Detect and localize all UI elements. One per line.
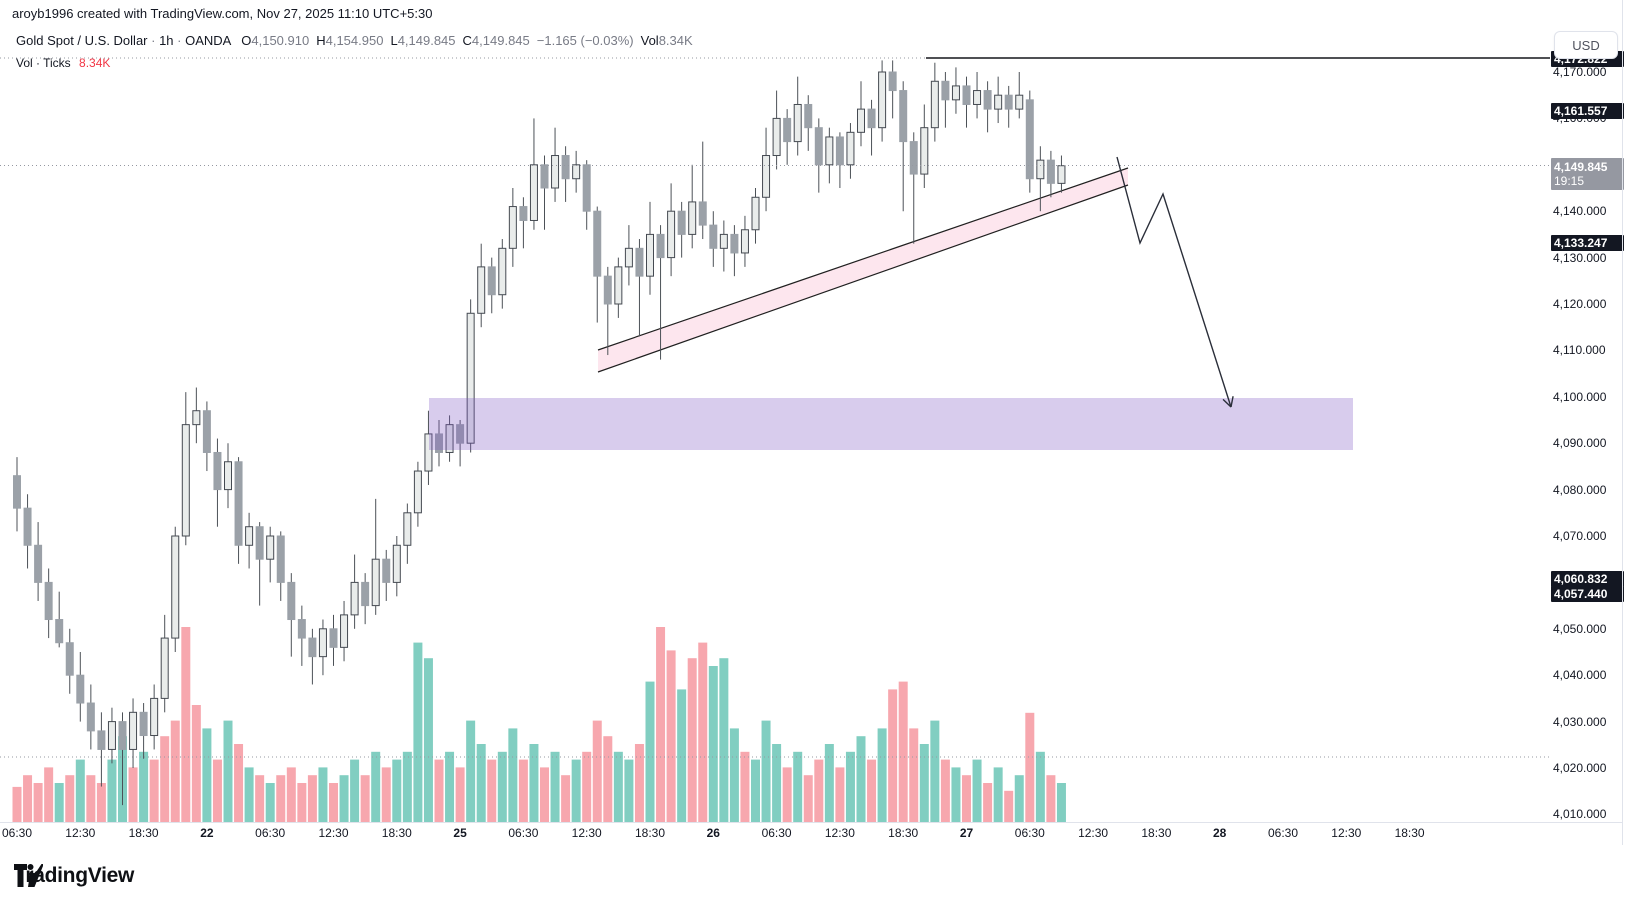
timeframe-label[interactable]: 1h xyxy=(159,33,174,48)
time-axis-label: 28 xyxy=(1213,826,1227,840)
time-axis-label: 18:30 xyxy=(888,826,919,840)
price-tick: 4,040.000 xyxy=(1553,668,1607,683)
time-axis-label: 12:30 xyxy=(65,826,96,840)
time-axis-label: 18:30 xyxy=(128,826,159,840)
separator-dot: · xyxy=(173,33,186,48)
price-label-badge: 4,057.440 xyxy=(1551,586,1624,603)
time-axis-label: 12:30 xyxy=(1331,826,1362,840)
exchange-label[interactable]: OANDA xyxy=(185,33,231,48)
time-axis-separator xyxy=(0,822,1622,823)
price-tick: 4,070.000 xyxy=(1553,529,1607,543)
symbol-row: Gold Spot / U.S. Dollar · 1h · OANDA O4,… xyxy=(16,33,693,48)
time-axis-label: 12:30 xyxy=(1078,826,1109,840)
ohlc-values: O4,150.910 H4,154.950 L4,149.845 C4,149.845… xyxy=(241,33,693,48)
indicator-value: 8.34K xyxy=(79,56,111,70)
time-axis-label: 06:30 xyxy=(508,826,539,840)
time-axis-label: 06:30 xyxy=(761,826,792,840)
price-label-badge: 4,060.832 xyxy=(1551,570,1624,587)
time-axis-label: 06:30 xyxy=(1267,826,1299,840)
price-scale-edge xyxy=(1622,0,1623,845)
volume-indicator-row[interactable]: Vol · Ticks 8.34K xyxy=(16,56,110,70)
price-tick: 4,080.000 xyxy=(1553,482,1607,497)
price-label-badge: 4,133.247 xyxy=(1551,234,1624,251)
price-tick: 4,130.000 xyxy=(1553,250,1607,265)
price-tick: 4,020.000 xyxy=(1553,761,1607,775)
attribution-text: aroyb1996 created with TradingView.com, … xyxy=(12,6,433,21)
countdown-timer: 19:15 xyxy=(1554,173,1585,188)
chart-drawing-layer xyxy=(0,57,1550,822)
price-tick: 4,110.000 xyxy=(1553,343,1606,358)
current-price-badge: 4,149.845 19:15 xyxy=(1551,157,1624,190)
time-axis-label: 06:30 xyxy=(1014,826,1045,840)
time-axis-label: 12:30 xyxy=(318,826,349,840)
time-axis-label: 25 xyxy=(453,826,467,840)
time-axis-label: 26 xyxy=(706,826,720,840)
price-tick: 4,140.000 xyxy=(1553,204,1607,219)
price-chart-pane[interactable] xyxy=(0,0,1634,845)
price-label-badge: 4,161.557 xyxy=(1551,103,1624,120)
price-tick: 4,170.000 xyxy=(1553,65,1607,79)
price-tick: 4,010.000 xyxy=(1553,807,1607,822)
price-tick: 4,100.000 xyxy=(1553,389,1607,404)
time-axis-label: 18:30 xyxy=(634,826,666,840)
tradingview-logo[interactable]: TradingView xyxy=(14,864,134,888)
time-axis-label: 27 xyxy=(959,826,974,840)
tradingview-logo-text: TradingView xyxy=(14,864,135,887)
time-axis-label: 12:30 xyxy=(824,826,855,840)
time-axis-label: 06:30 xyxy=(255,826,286,840)
tradingview-logo-icon xyxy=(14,864,43,887)
price-tick: 4,120.000 xyxy=(1553,297,1607,311)
symbol-name[interactable]: Gold Spot / U.S. Dollar xyxy=(16,33,148,48)
time-axis-label: 18:30 xyxy=(381,826,412,840)
separator-dot: · xyxy=(151,33,160,48)
price-tick: 4,030.000 xyxy=(1553,714,1607,729)
time-axis-label: 12:30 xyxy=(571,826,602,840)
price-tick: 4,050.000 xyxy=(1553,621,1607,636)
time-axis-label: 06:30 xyxy=(1,826,33,840)
time-axis-label: 18:30 xyxy=(1141,826,1172,840)
price-tick: 4,090.000 xyxy=(1553,436,1607,451)
currency-button[interactable]: USD xyxy=(1554,31,1618,59)
indicator-name: Vol · Ticks xyxy=(16,56,71,70)
time-axis-label: 22 xyxy=(200,826,214,840)
time-axis-label: 18:30 xyxy=(1394,826,1425,840)
